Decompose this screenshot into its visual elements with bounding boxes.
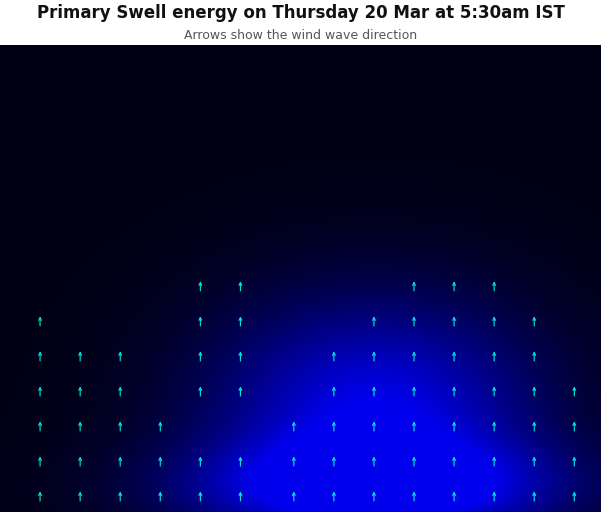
Text: Arrows show the wind wave direction: Arrows show the wind wave direction bbox=[184, 29, 417, 41]
Text: Primary Swell energy on Thursday 20 Mar at 5:30am IST: Primary Swell energy on Thursday 20 Mar … bbox=[37, 4, 564, 22]
